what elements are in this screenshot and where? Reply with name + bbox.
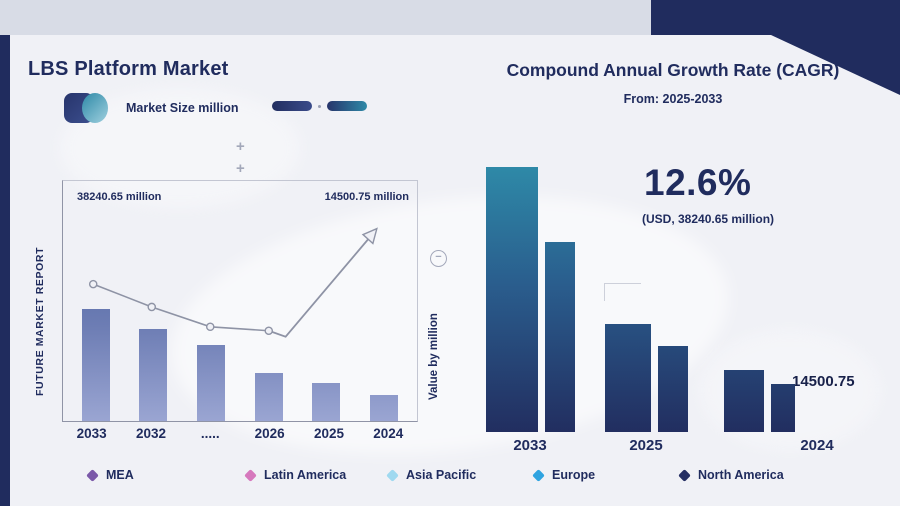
bar-group-2024 bbox=[724, 370, 795, 432]
diamond-marker-icon bbox=[678, 468, 691, 482]
left-chart-x-axis: 2033 2032..... 2026 2025 2024 bbox=[62, 426, 418, 441]
scale-pills-icon bbox=[272, 101, 367, 111]
right-bar-2025-series-2 bbox=[658, 346, 688, 432]
right-bar-2033-series-1 bbox=[486, 167, 538, 432]
coin-shape-icon bbox=[82, 93, 108, 123]
min-value-label: 14500.75 million bbox=[324, 191, 409, 203]
left-bar-2032 bbox=[139, 329, 168, 421]
left-bar-2025 bbox=[312, 383, 341, 421]
left-edge-decoration bbox=[0, 35, 10, 506]
bar-group-2025 bbox=[605, 324, 688, 432]
legend-label: Latin America bbox=[264, 468, 347, 482]
right-bar-2024-series-1 bbox=[724, 370, 764, 432]
cagr-value: 12.6% bbox=[644, 162, 752, 203]
diamond-marker-icon bbox=[86, 468, 99, 482]
cagr-caption: (USD, 38240.65 million) bbox=[642, 212, 775, 226]
x-axis-tick-label: 2024 bbox=[373, 426, 404, 441]
bar-value-label: 14500.75 bbox=[792, 373, 855, 390]
legend-label: North America bbox=[698, 468, 784, 482]
legend-item-asia-pacific: Asia Pacific bbox=[386, 468, 477, 482]
right-chart: 14500.75 bbox=[470, 165, 866, 432]
legend-label: MEA bbox=[106, 468, 134, 482]
legend-label: Europe bbox=[552, 468, 596, 482]
left-bar-..... bbox=[197, 345, 226, 421]
legend-label: Asia Pacific bbox=[406, 468, 477, 482]
legend-item-europe: Europe bbox=[532, 468, 596, 482]
x-axis-tick-label: 2024 bbox=[800, 437, 834, 454]
left-bar-2026 bbox=[254, 373, 283, 421]
x-axis-tick-label: 2032 bbox=[135, 426, 166, 441]
market-size-legend: Market Size million bbox=[64, 92, 239, 124]
x-axis-tick-label: 2026 bbox=[254, 426, 285, 441]
legend-item-north-america: North America bbox=[678, 468, 784, 482]
market-size-icon bbox=[64, 92, 112, 124]
bar-group-2033 bbox=[486, 167, 575, 432]
x-axis-tick-label: 2033 bbox=[76, 426, 107, 441]
left-chart-bars bbox=[67, 211, 413, 421]
legend-item-latin-america: Latin America bbox=[244, 468, 347, 482]
diamond-marker-icon bbox=[532, 468, 545, 482]
left-bar-2024 bbox=[370, 395, 399, 421]
right-bar-2025-series-1 bbox=[605, 324, 651, 432]
x-axis-tick-label: 2025 bbox=[313, 426, 344, 441]
right-chart-y-axis-label: Value by million bbox=[428, 313, 440, 401]
left-chart-side-label: FUTURE MARKET REPORT bbox=[34, 246, 46, 396]
plus-icon: + bbox=[236, 138, 245, 155]
right-bar-2024-series-2 bbox=[771, 384, 795, 432]
page-title: LBS Platform Market bbox=[28, 58, 229, 80]
x-axis-tick-label: 2025 bbox=[629, 437, 663, 454]
diamond-marker-icon bbox=[244, 468, 257, 482]
market-size-label: Market Size million bbox=[126, 101, 239, 115]
pill-navy-icon bbox=[272, 101, 312, 111]
right-bar-2033-series-2 bbox=[545, 242, 575, 432]
left-bar-2033 bbox=[81, 309, 110, 421]
cagr-subtitle: From: 2025-2033 bbox=[623, 92, 723, 106]
x-axis-tick-label: ..... bbox=[200, 426, 220, 441]
max-value-label: 38240.65 million bbox=[77, 191, 162, 203]
trend-arrow-icon bbox=[88, 227, 378, 338]
cagr-title: Compound Annual Growth Rate (CAGR) bbox=[506, 60, 840, 80]
plus-icon: + bbox=[236, 160, 245, 177]
minus-circle-icon: − bbox=[430, 250, 447, 267]
region-legend: MEA Latin America Asia Pacific Europe North … bbox=[0, 466, 900, 492]
step-line-decoration bbox=[604, 283, 641, 301]
x-axis-tick-label: 2033 bbox=[513, 437, 547, 454]
legend-item-mea: MEA bbox=[86, 468, 134, 482]
pill-teal-icon bbox=[327, 101, 367, 111]
dot-icon bbox=[318, 104, 321, 108]
diamond-marker-icon bbox=[386, 468, 399, 482]
left-chart: 38240.65 million 14500.75 million bbox=[62, 180, 418, 422]
